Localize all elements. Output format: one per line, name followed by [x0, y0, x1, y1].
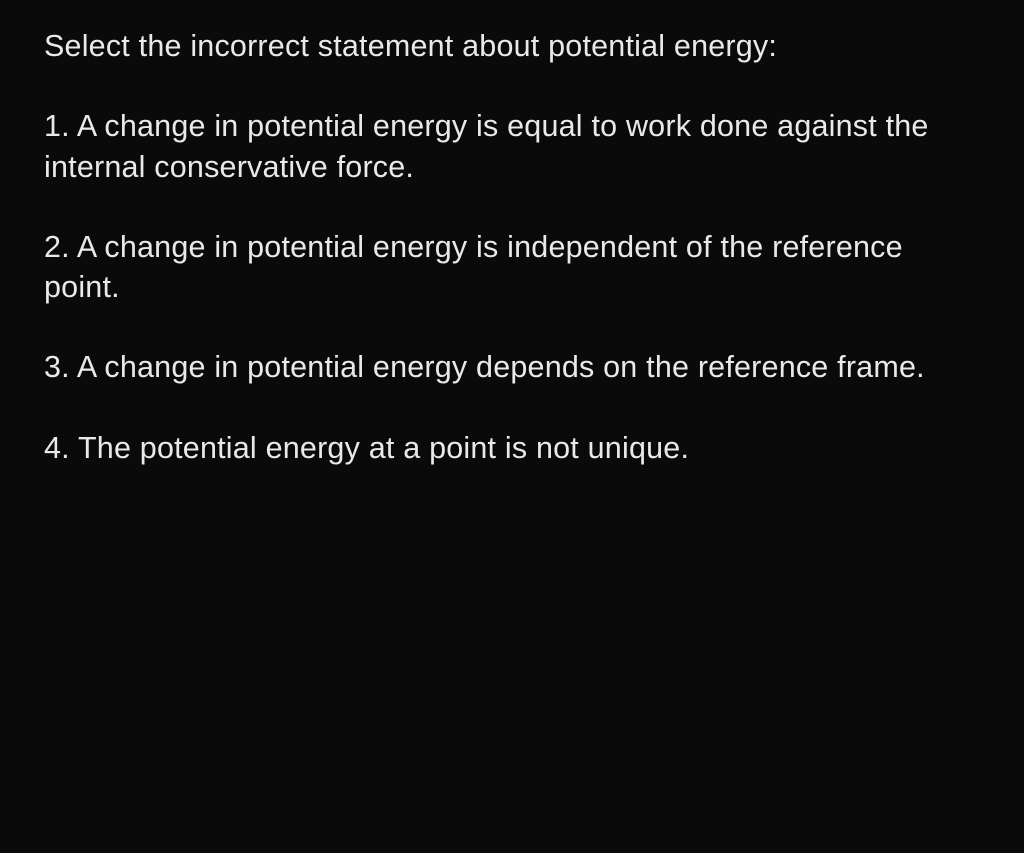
question-prompt: Select the incorrect statement about pot… — [44, 26, 980, 66]
option-text: A change in potential energy depends on … — [77, 350, 925, 384]
option-text: The potential energy at a point is not u… — [78, 431, 689, 465]
option-text: A change in potential energy is independ… — [44, 230, 903, 304]
option-2: 2. A change in potential energy is indep… — [44, 227, 980, 308]
option-number: 2. — [44, 230, 70, 264]
option-4: 4. The potential energy at a point is no… — [44, 428, 980, 468]
option-number: 4. — [44, 431, 70, 465]
option-number: 1. — [44, 109, 70, 143]
option-3: 3. A change in potential energy depends … — [44, 347, 980, 387]
option-number: 3. — [44, 350, 70, 384]
option-text: A change in potential energy is equal to… — [44, 109, 929, 183]
option-1: 1. A change in potential energy is equal… — [44, 106, 980, 187]
